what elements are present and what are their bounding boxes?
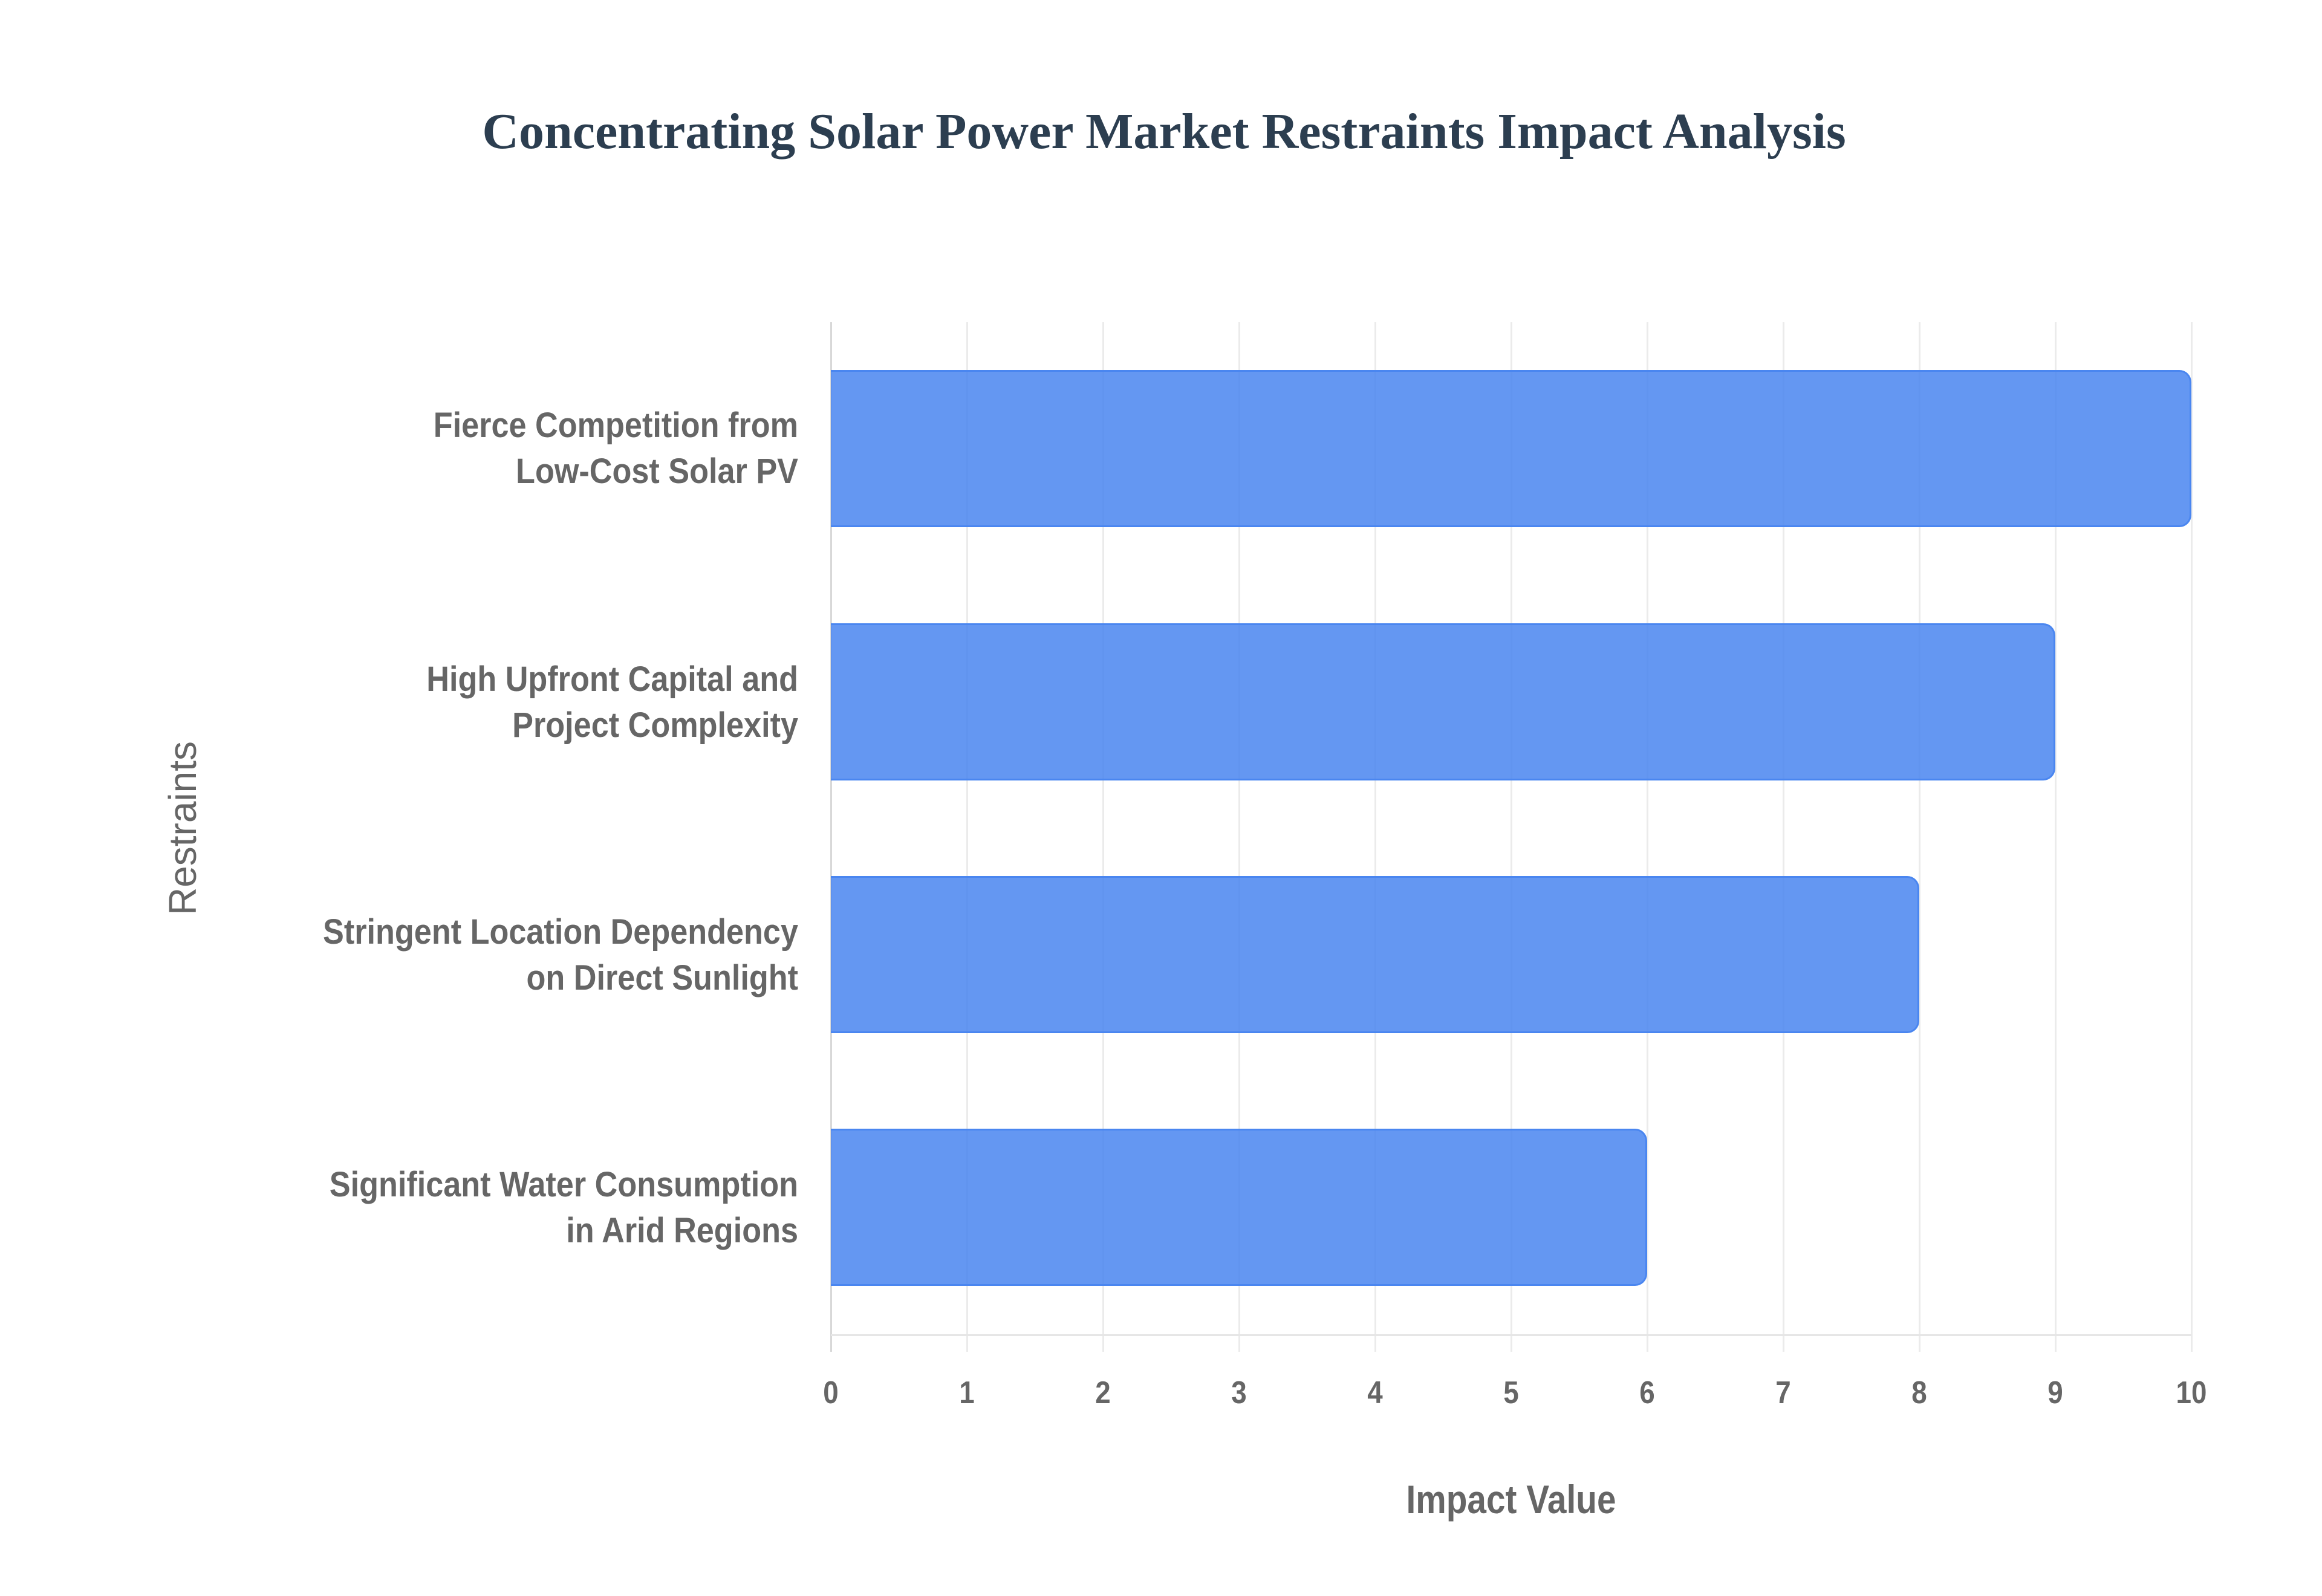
bar[interactable] bbox=[831, 370, 2191, 527]
gridline-5 bbox=[1511, 322, 1512, 1352]
y-tick-label-line: High Upfront Capital and bbox=[426, 660, 798, 699]
y-tick-label-line: Low-Cost Solar PV bbox=[516, 452, 798, 491]
x-tick-label: 1 bbox=[959, 1375, 975, 1410]
y-tick-label: Significant Water Consumption in Arid Re… bbox=[133, 1162, 798, 1254]
x-tick-label: 4 bbox=[1367, 1375, 1383, 1410]
x-tick-label: 9 bbox=[2047, 1375, 2063, 1410]
x-tick-label: 8 bbox=[1911, 1375, 1927, 1410]
x-tick-label: 7 bbox=[1775, 1375, 1791, 1410]
y-tick-label-line: Significant Water Consumption bbox=[329, 1165, 798, 1204]
gridline-6 bbox=[1647, 322, 1648, 1352]
plot-area bbox=[830, 322, 2193, 1352]
gridline-7 bbox=[1783, 322, 1784, 1352]
x-tick-label: 5 bbox=[1503, 1375, 1519, 1410]
y-tick-label: High Upfront Capital and Project Complex… bbox=[133, 657, 798, 748]
y-tick-label: Stringent Location Dependency on Direct … bbox=[133, 909, 798, 1001]
x-tick-label: 6 bbox=[1639, 1375, 1655, 1410]
y-tick-label-line: Stringent Location Dependency bbox=[323, 912, 798, 952]
y-tick-label-line: on Direct Sunlight bbox=[526, 958, 798, 997]
chart-title: Concentrating Solar Power Market Restrai… bbox=[482, 103, 1846, 160]
y-tick-label-line: Fierce Competition from bbox=[433, 406, 798, 445]
bar[interactable] bbox=[831, 876, 1919, 1033]
y-axis-title: Restraints bbox=[161, 741, 204, 916]
gridline-2 bbox=[1102, 322, 1104, 1352]
bar[interactable] bbox=[831, 623, 2055, 780]
x-tick-label: 3 bbox=[1231, 1375, 1247, 1410]
x-tick-label: 0 bbox=[823, 1375, 839, 1410]
gridline-3 bbox=[1238, 322, 1240, 1352]
gridline-0 bbox=[830, 322, 832, 1352]
x-axis-line bbox=[831, 1334, 2191, 1336]
x-tick-label: 2 bbox=[1095, 1375, 1111, 1410]
x-tick-label: 10 bbox=[2176, 1375, 2207, 1410]
bar[interactable] bbox=[831, 1129, 1647, 1286]
gridline-1 bbox=[966, 322, 968, 1352]
x-axis-title: Impact Value bbox=[1406, 1477, 1616, 1522]
gridline-4 bbox=[1374, 322, 1376, 1352]
y-tick-label-line: in Arid Regions bbox=[566, 1211, 798, 1250]
gridline-8 bbox=[1919, 322, 1920, 1352]
gridline-9 bbox=[2055, 322, 2057, 1352]
y-tick-label-line: Project Complexity bbox=[512, 706, 798, 745]
gridline-10 bbox=[2191, 322, 2193, 1352]
y-tick-label: Fierce Competition from Low-Cost Solar P… bbox=[133, 403, 798, 495]
